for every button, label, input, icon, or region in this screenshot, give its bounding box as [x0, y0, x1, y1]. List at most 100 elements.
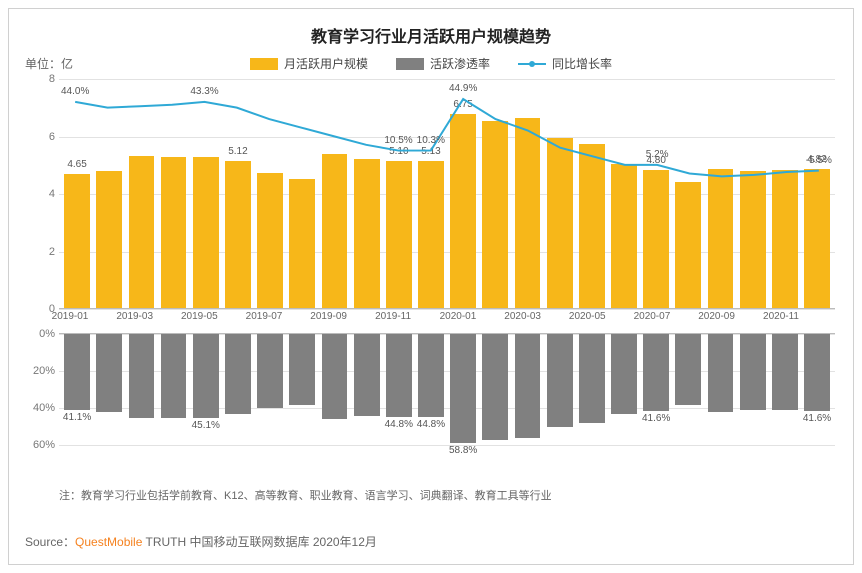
unit-label: 单位：亿	[25, 55, 73, 72]
bar-slot	[511, 334, 543, 438]
penetration-bar	[675, 334, 701, 405]
x-tick-label: 2020-05	[569, 311, 606, 322]
x-tick-label: 2020-01	[440, 311, 477, 322]
legend-item-penetration: 活跃渗透率	[396, 55, 490, 72]
mau-bar	[225, 161, 251, 308]
penetration-bar	[708, 334, 734, 412]
mau-bar	[772, 170, 798, 308]
penetration-bar	[579, 334, 605, 423]
bar-slot	[737, 171, 769, 308]
bar-slot	[479, 121, 511, 308]
penetration-bar	[129, 334, 155, 418]
bar-slot	[769, 170, 801, 308]
mau-bar	[675, 182, 701, 309]
bottom-chart: 0%20%40%60%41.1%45.1%44.8%44.8%58.8%41.6…	[59, 333, 835, 463]
penetration-bar	[225, 334, 251, 414]
mau-bar	[450, 114, 476, 308]
bar-slot	[576, 334, 608, 423]
legend-line-growth	[518, 63, 546, 65]
x-tick: 2020-11	[770, 309, 802, 333]
mau-bar	[161, 157, 187, 308]
y-tick-label: 40%	[25, 402, 55, 414]
bar-slot	[318, 334, 350, 419]
bar-slot: 5.13	[415, 161, 447, 308]
mau-bar	[193, 157, 219, 308]
penetration-bar	[611, 334, 637, 414]
bar-slot	[125, 156, 157, 308]
penetration-bar	[450, 334, 476, 443]
bar-slot	[351, 334, 383, 416]
growth-line-label: 10.5%	[384, 135, 412, 146]
penetration-bar	[515, 334, 541, 438]
mau-bar	[611, 164, 637, 308]
bar-slot: 41.6%	[801, 334, 833, 411]
penetration-bar	[64, 334, 90, 410]
x-tick: 2020-07	[641, 309, 673, 333]
bar-value-label: 41.6%	[803, 413, 831, 424]
chart-title: 教育学习行业月活跃用户规模趋势	[23, 23, 839, 47]
bar-value-label: 58.8%	[449, 445, 477, 456]
source-rest: TRUTH 中国移动互联网数据库 2020年12月	[142, 535, 377, 549]
bar-slot	[158, 157, 190, 308]
x-tick: 2019-11	[382, 309, 414, 333]
bar-value-label: 5.12	[228, 146, 247, 157]
penetration-bar	[772, 334, 798, 410]
growth-line-label: 5.2%	[646, 149, 669, 160]
bar-slot: 45.1%	[190, 334, 222, 418]
mau-bar	[804, 169, 830, 308]
mau-bar	[515, 118, 541, 308]
bar-slot	[672, 334, 704, 405]
bar-slot	[351, 159, 383, 309]
bar-value-label: 44.8%	[385, 419, 413, 430]
bar-slot	[737, 334, 769, 410]
penetration-bar	[547, 334, 573, 427]
x-tick-label: 2019-11	[375, 311, 411, 322]
mau-bar	[129, 156, 155, 308]
bar-slot: 44.8%	[415, 334, 447, 417]
bar-slot: 5.10	[383, 161, 415, 308]
bar-slot: 41.6%	[640, 334, 672, 411]
bar-slot: 4.82	[801, 169, 833, 308]
bar-slot	[318, 154, 350, 308]
mau-bar	[257, 173, 283, 308]
bar-value-label: 41.6%	[642, 413, 670, 424]
bar-value-label: 41.1%	[63, 412, 91, 423]
bar-slot	[190, 157, 222, 308]
bar-slot	[158, 334, 190, 418]
x-tick: 2020-09	[706, 309, 738, 333]
mau-bar	[96, 171, 122, 308]
bar-slot	[704, 334, 736, 412]
x-tick: 2019-01	[59, 309, 91, 333]
source-line: Source：QuestMobile TRUTH 中国移动互联网数据库 2020…	[25, 533, 839, 550]
x-tick-label: 2019-05	[181, 311, 218, 322]
bar-slot	[576, 144, 608, 308]
bar-slot: 44.8%	[383, 334, 415, 417]
bar-slot	[93, 334, 125, 412]
mau-bar	[64, 174, 90, 308]
bar-slot	[286, 334, 318, 405]
source-prefix: Source：	[25, 535, 75, 549]
bar-slot	[286, 179, 318, 308]
bar-slot	[608, 164, 640, 308]
x-tick-label: 2019-03	[116, 311, 153, 322]
x-tick: 2019-05	[188, 309, 220, 333]
y-tick-label: 0%	[25, 328, 55, 340]
legend-label-penetration: 活跃渗透率	[430, 55, 490, 72]
chart-card: 教育学习行业月活跃用户规模趋势 单位：亿 月活跃用户规模 活跃渗透率 同比增长率…	[8, 8, 854, 565]
bar-slot	[672, 182, 704, 309]
x-tick-label: 2019-07	[246, 311, 283, 322]
bar-slot: 5.12	[222, 161, 254, 308]
x-tick: 2019-03	[124, 309, 156, 333]
mau-bar	[354, 159, 380, 309]
legend-swatch-mau	[250, 58, 278, 70]
penetration-bar	[161, 334, 187, 418]
bar-slot	[222, 334, 254, 414]
source-brand: QuestMobile	[75, 535, 142, 549]
penetration-bar	[96, 334, 122, 412]
bar-slot	[93, 171, 125, 308]
bar-slot: 4.80	[640, 170, 672, 308]
bar-group: 4.655.125.105.136.754.804.82	[59, 79, 835, 308]
legend-item-mau: 月活跃用户规模	[250, 55, 368, 72]
y-tick-label: 60%	[25, 439, 55, 451]
bar-slot	[125, 334, 157, 418]
